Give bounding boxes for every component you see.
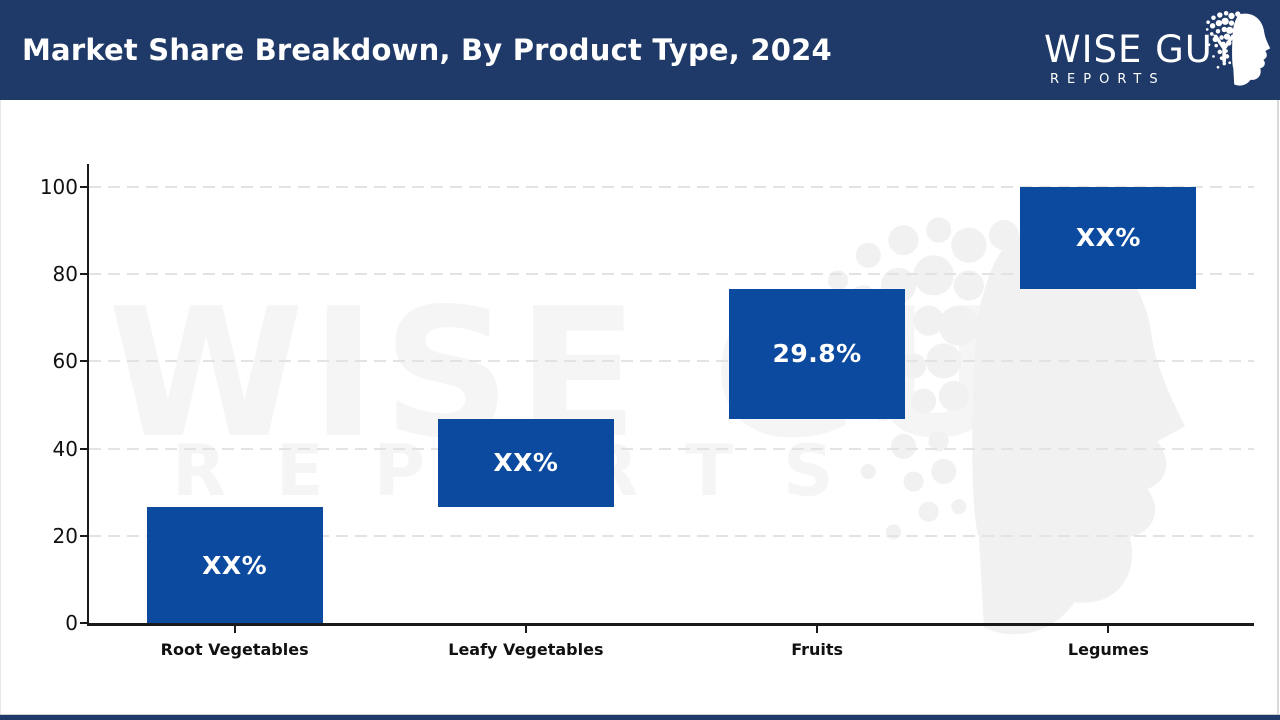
bar-legumes: XX% — [1020, 187, 1197, 289]
x-tick-mark — [524, 625, 527, 633]
bar-value-label: XX% — [493, 448, 559, 478]
y-tick-label: 100 — [39, 175, 78, 199]
x-axis-label: Legumes — [1067, 640, 1149, 659]
page-title: Market Share Breakdown, By Product Type,… — [22, 33, 832, 67]
y-tick-mark — [80, 186, 89, 188]
gridline — [89, 273, 1254, 276]
y-tick-label: 0 — [65, 611, 78, 635]
y-tick-mark — [80, 534, 89, 537]
brand-tagline: REPORTS — [1050, 72, 1166, 87]
gridline — [89, 447, 1254, 450]
gridline — [89, 360, 1254, 363]
x-axis-label: Leafy Vegetables — [448, 640, 604, 659]
y-tick-label: 40 — [52, 436, 78, 461]
x-tick-mark — [1107, 625, 1110, 633]
y-tick-mark — [80, 273, 89, 276]
bar-value-label: XX% — [1075, 223, 1141, 253]
x-axis-line — [87, 623, 1254, 626]
brand-logo: WISE GUY REPORTS — [1022, 6, 1272, 96]
y-axis-line — [87, 164, 89, 625]
footer-hairline — [0, 714, 1280, 715]
x-tick-mark — [816, 625, 819, 633]
y-tick-label: 20 — [52, 523, 78, 548]
y-tick-mark — [80, 360, 89, 363]
right-edge-border — [1277, 100, 1279, 715]
bar-value-label: 29.8% — [772, 339, 862, 369]
left-edge-border — [0, 100, 1, 715]
bar-fruits: 29.8% — [729, 288, 906, 419]
brand-wordmark: WISE GUY — [1044, 28, 1237, 71]
bar-leafy-vegetables: XX% — [437, 418, 614, 508]
gridline — [89, 186, 1254, 188]
x-axis-label: Root Vegetables — [160, 640, 309, 659]
brand-head-icon — [1205, 10, 1271, 86]
gridline — [89, 534, 1254, 537]
y-tick-mark — [80, 447, 89, 450]
footer-accent-bar — [0, 715, 1280, 720]
bar-value-label: XX% — [202, 550, 268, 580]
x-axis-label: Fruits — [791, 640, 844, 659]
header-bar: Market Share Breakdown, By Product Type,… — [0, 0, 1280, 100]
x-tick-mark — [233, 625, 236, 633]
y-tick-mark — [80, 622, 89, 624]
y-tick-label: 80 — [52, 262, 78, 287]
bar-root-vegetables: XX% — [146, 507, 323, 623]
y-tick-label: 60 — [52, 349, 78, 374]
